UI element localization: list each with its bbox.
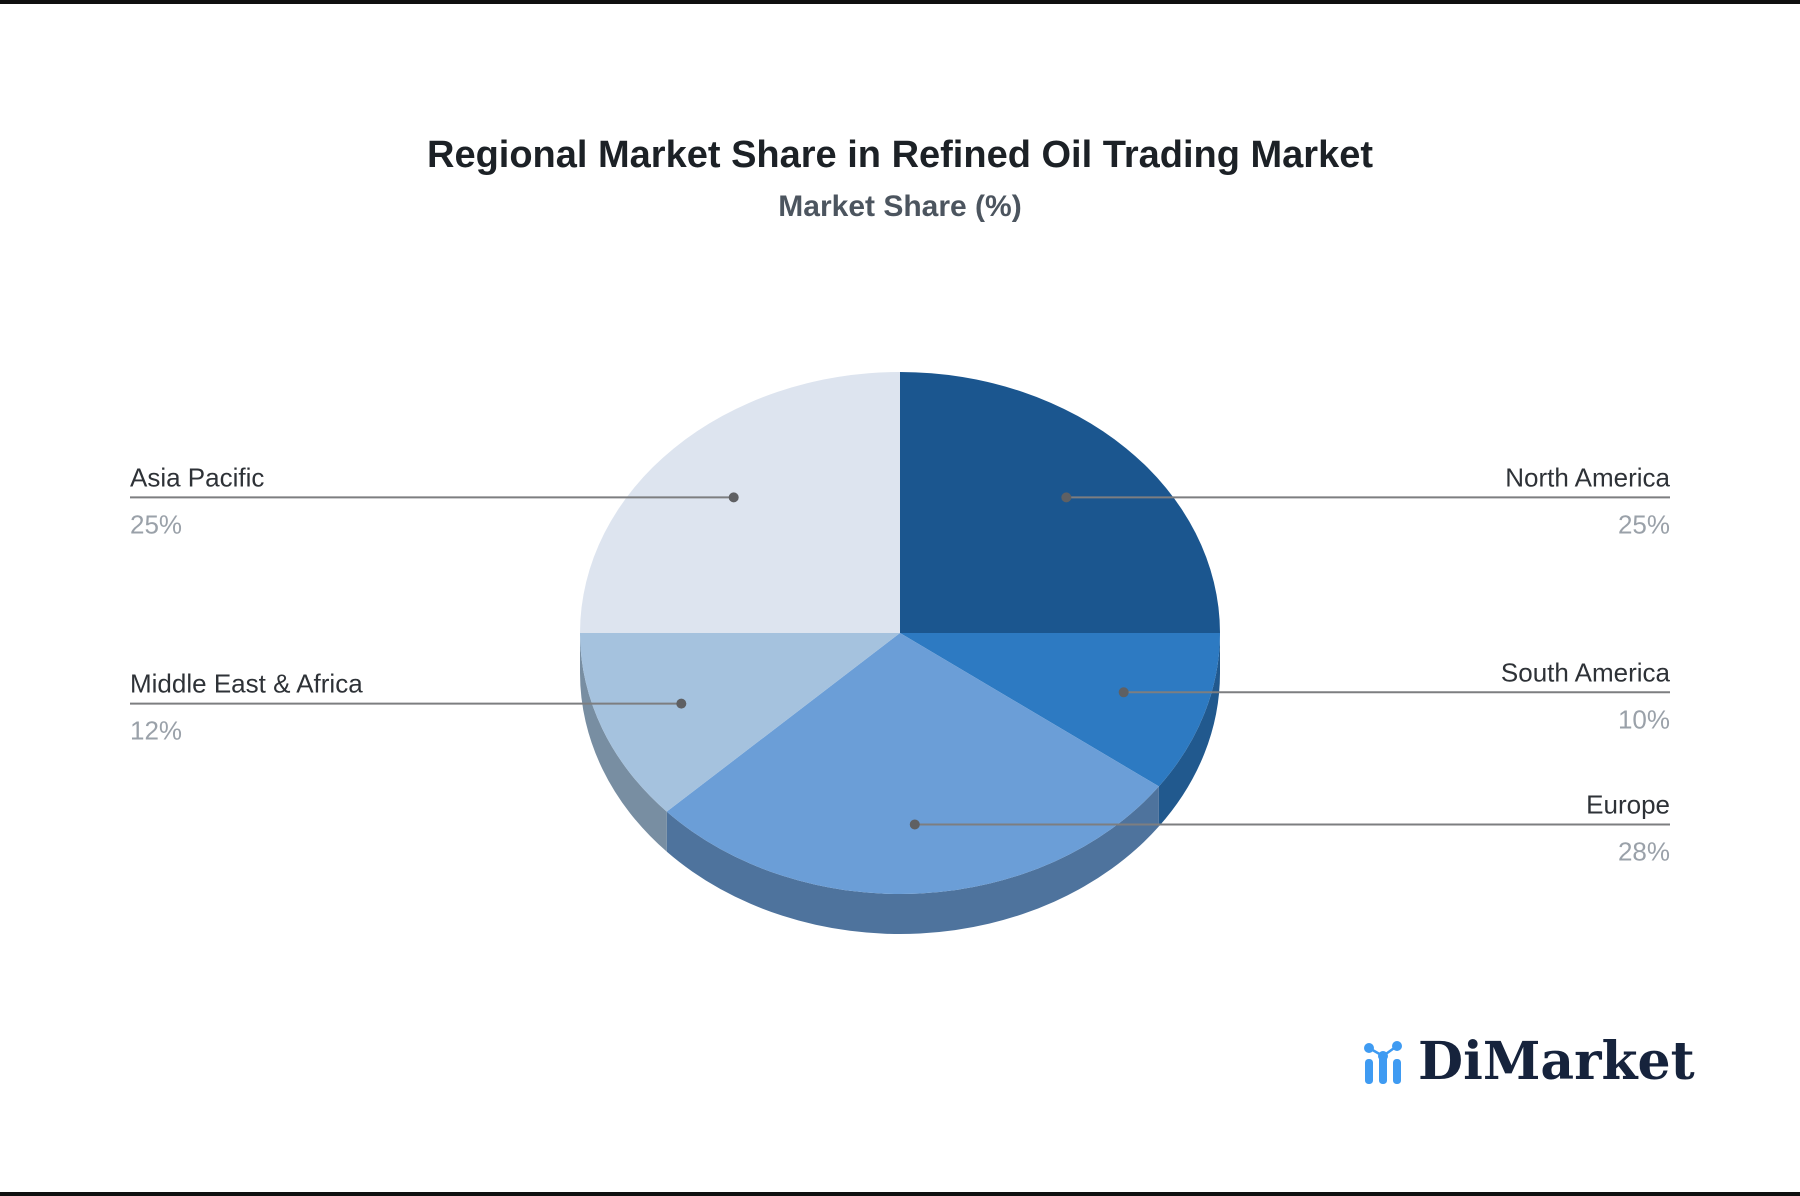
slice-label-north-america: North America	[1505, 462, 1670, 492]
leader-lines	[130, 492, 1670, 830]
slice-value-south-america: 10%	[1618, 704, 1670, 734]
pie-side-europe	[666, 786, 1159, 935]
leader-dot-europe	[909, 819, 920, 830]
slice-value-asia-pacific: 25%	[130, 509, 182, 539]
slice-value-north-america: 25%	[1618, 509, 1670, 539]
slice-label-europe: Europe	[1586, 789, 1670, 819]
dimarket-logo: DiMarket	[1362, 1031, 1695, 1093]
chart-title: Regional Market Share in Refined Oil Tra…	[427, 134, 1373, 176]
pie-slice-asia-pacific[interactable]	[580, 372, 900, 633]
pie-side-middle-east-africa	[580, 633, 667, 852]
logo-text: DiMarket	[1418, 1031, 1695, 1093]
pie-slice-europe[interactable]	[666, 633, 1159, 894]
bar-line-chart-icon	[1364, 1041, 1402, 1084]
slice-label-asia-pacific: Asia Pacific	[130, 462, 264, 492]
pie-slice-south-america[interactable]	[900, 633, 1220, 787]
pie-3d-sides	[580, 633, 1220, 935]
pie-side-south-america	[1158, 633, 1220, 827]
pie-slice-north-america[interactable]	[900, 372, 1220, 633]
slice-labels: North America 25% South America 10% Euro…	[130, 462, 1671, 866]
slice-value-middle-east-africa: 12%	[130, 716, 182, 746]
leader-dot-south-america	[1118, 687, 1129, 698]
slice-value-europe: 28%	[1618, 836, 1670, 866]
pie-slice-middle-east-africa[interactable]	[580, 633, 900, 812]
leader-dot-north-america	[1061, 492, 1072, 503]
frame-border-top	[0, 0, 1800, 4]
chart-subtitle: Market Share (%)	[778, 190, 1022, 223]
slice-label-south-america: South America	[1501, 657, 1671, 687]
slice-label-middle-east-africa: Middle East & Africa	[130, 669, 363, 699]
pie-slices	[580, 372, 1220, 894]
frame-border-bottom	[0, 1192, 1800, 1196]
leader-dot-middle-east-africa	[676, 698, 687, 709]
leader-dot-asia-pacific	[728, 492, 739, 503]
